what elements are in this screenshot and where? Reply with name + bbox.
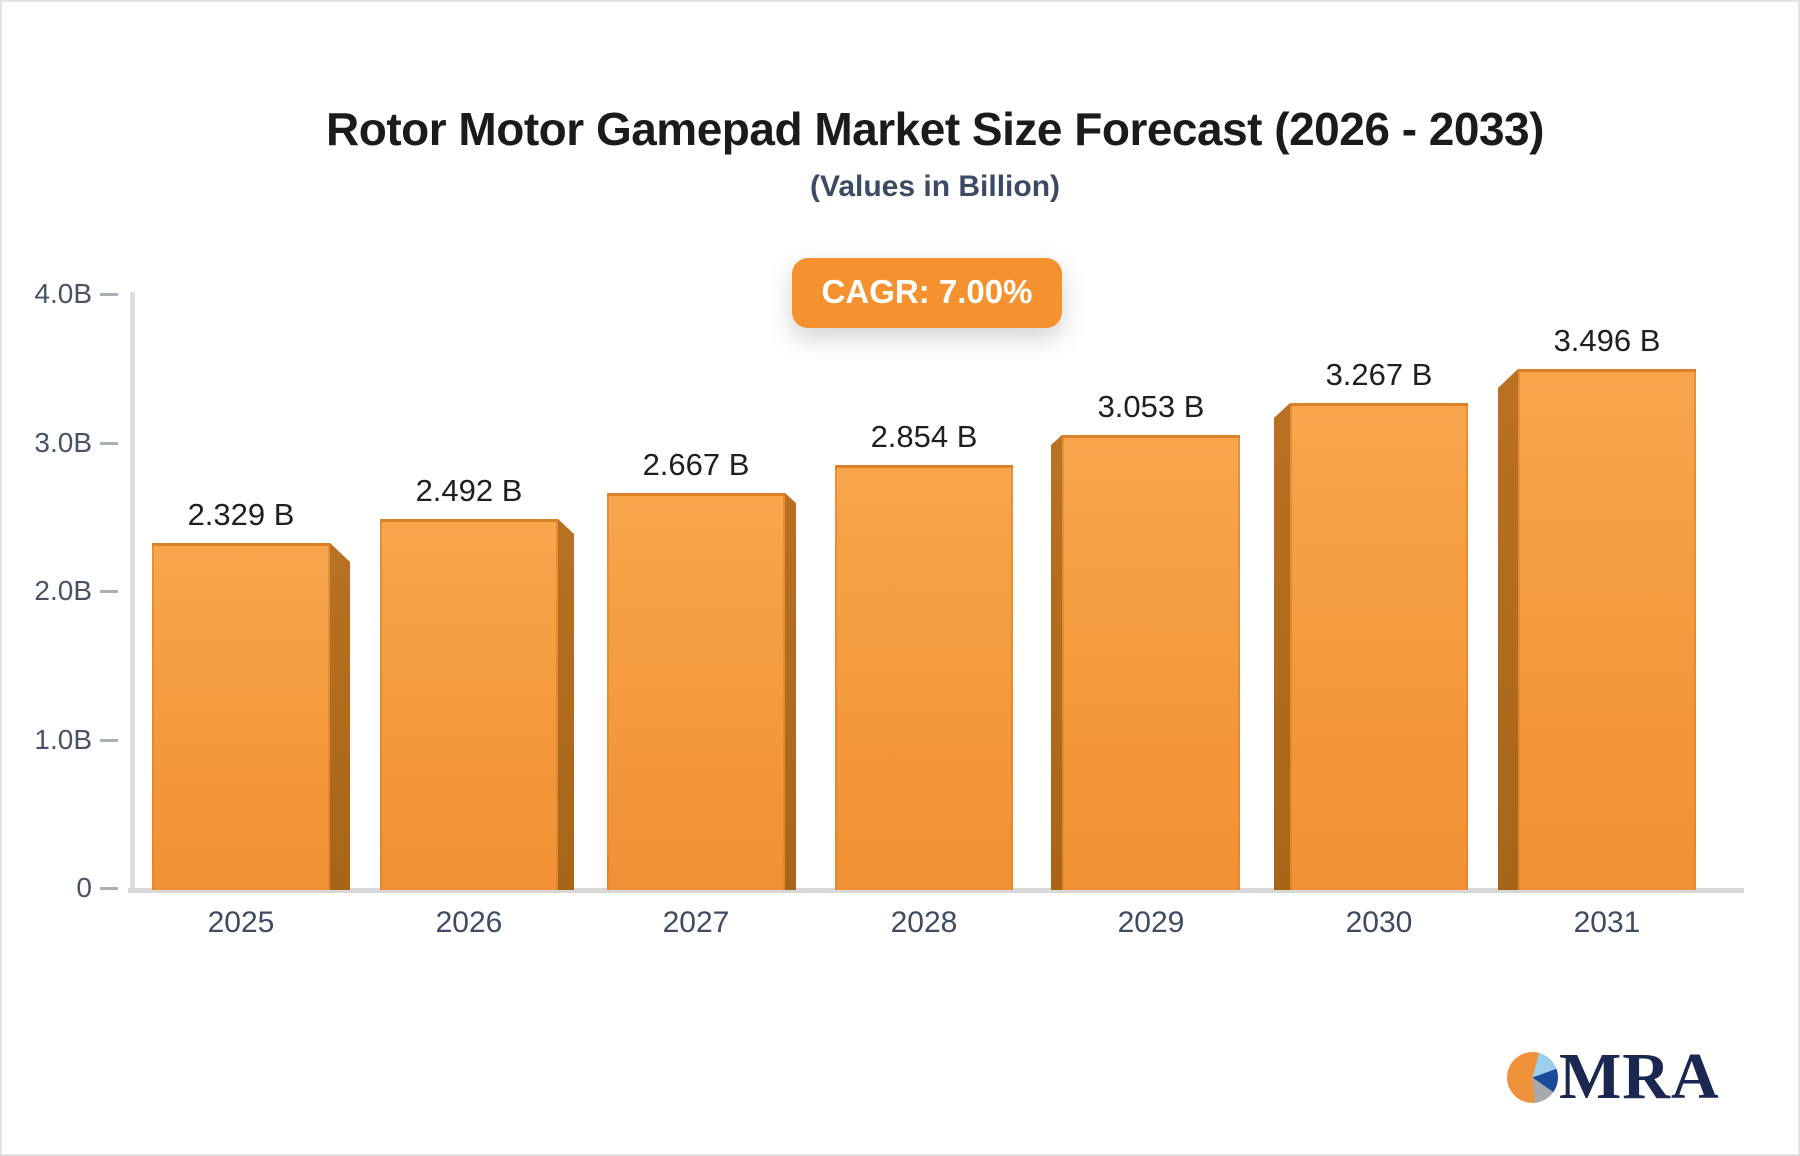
- bar-side-face: [1051, 435, 1062, 890]
- bar-2025: 2.329 B 2025: [152, 497, 350, 939]
- bar-2026: 2.492 B 2026: [380, 473, 574, 939]
- bar-front-face: [835, 465, 1013, 890]
- bar-value-label: 2.667 B: [642, 447, 750, 482]
- y-tick-label: 1.0B: [34, 724, 92, 755]
- bar-2031: 3.496 B 2031: [1498, 323, 1696, 939]
- y-axis-line: [130, 292, 135, 892]
- bar-front-face: [152, 543, 330, 890]
- brand-logo: MRA: [1507, 1044, 1720, 1110]
- y-tick-label: 4.0B: [34, 278, 92, 309]
- bar-value-label: 3.267 B: [1325, 357, 1433, 392]
- bar-2027: 2.667 B 2027: [607, 447, 796, 939]
- y-tick-dash: [100, 293, 118, 296]
- x-axis-label-2029: 2029: [1117, 906, 1185, 939]
- x-axis-label-2028: 2028: [890, 906, 958, 939]
- y-tick-dash: [100, 442, 118, 445]
- bar-front-face: [1062, 435, 1240, 890]
- bar-2029: 3.053 B 2029: [1051, 389, 1240, 939]
- chart-title: Rotor Motor Gamepad Market Size Forecast…: [326, 103, 1544, 155]
- y-tick-dash: [100, 887, 118, 890]
- pie-chart-logo-icon: [1507, 1051, 1558, 1103]
- y-tick-label: 0: [76, 872, 92, 903]
- bar-side-face: [785, 493, 796, 890]
- bar-value-label: 3.053 B: [1097, 389, 1205, 424]
- bar-front-face: [1518, 369, 1696, 890]
- bar-value-label: 2.329 B: [187, 497, 295, 532]
- logo-text: MRA: [1559, 1040, 1720, 1113]
- bar-side-face: [558, 519, 574, 890]
- bar-value-label: 2.854 B: [870, 419, 978, 454]
- x-axis-label-2025: 2025: [207, 906, 275, 939]
- bar-front-face: [380, 519, 558, 890]
- bar-2028: 2.854 B 2028: [835, 419, 1013, 939]
- bar-side-face: [330, 543, 350, 890]
- x-axis-label-2026: 2026: [435, 906, 503, 939]
- bar-side-face: [1498, 369, 1518, 890]
- x-axis-label-2031: 2031: [1573, 906, 1641, 939]
- bar-value-label: 2.492 B: [415, 473, 523, 508]
- chart-subtitle: (Values in Billion): [809, 170, 1061, 203]
- bar-side-face: [1274, 403, 1290, 890]
- bar-value-label: 3.496 B: [1553, 323, 1661, 358]
- x-axis-label-2027: 2027: [662, 906, 730, 939]
- y-tick-label: 2.0B: [34, 575, 92, 606]
- cagr-badge: CAGR: 7.00%: [792, 258, 1062, 328]
- bar-front-face: [1290, 403, 1468, 890]
- y-tick-dash: [100, 739, 118, 742]
- bar-2030: 3.267 B 2030: [1274, 357, 1468, 939]
- y-tick-label: 3.0B: [34, 427, 92, 458]
- y-tick-dash: [100, 590, 118, 593]
- x-axis-line: [128, 888, 1744, 893]
- bar-front-face: [607, 493, 785, 890]
- x-axis-label-2030: 2030: [1345, 906, 1413, 939]
